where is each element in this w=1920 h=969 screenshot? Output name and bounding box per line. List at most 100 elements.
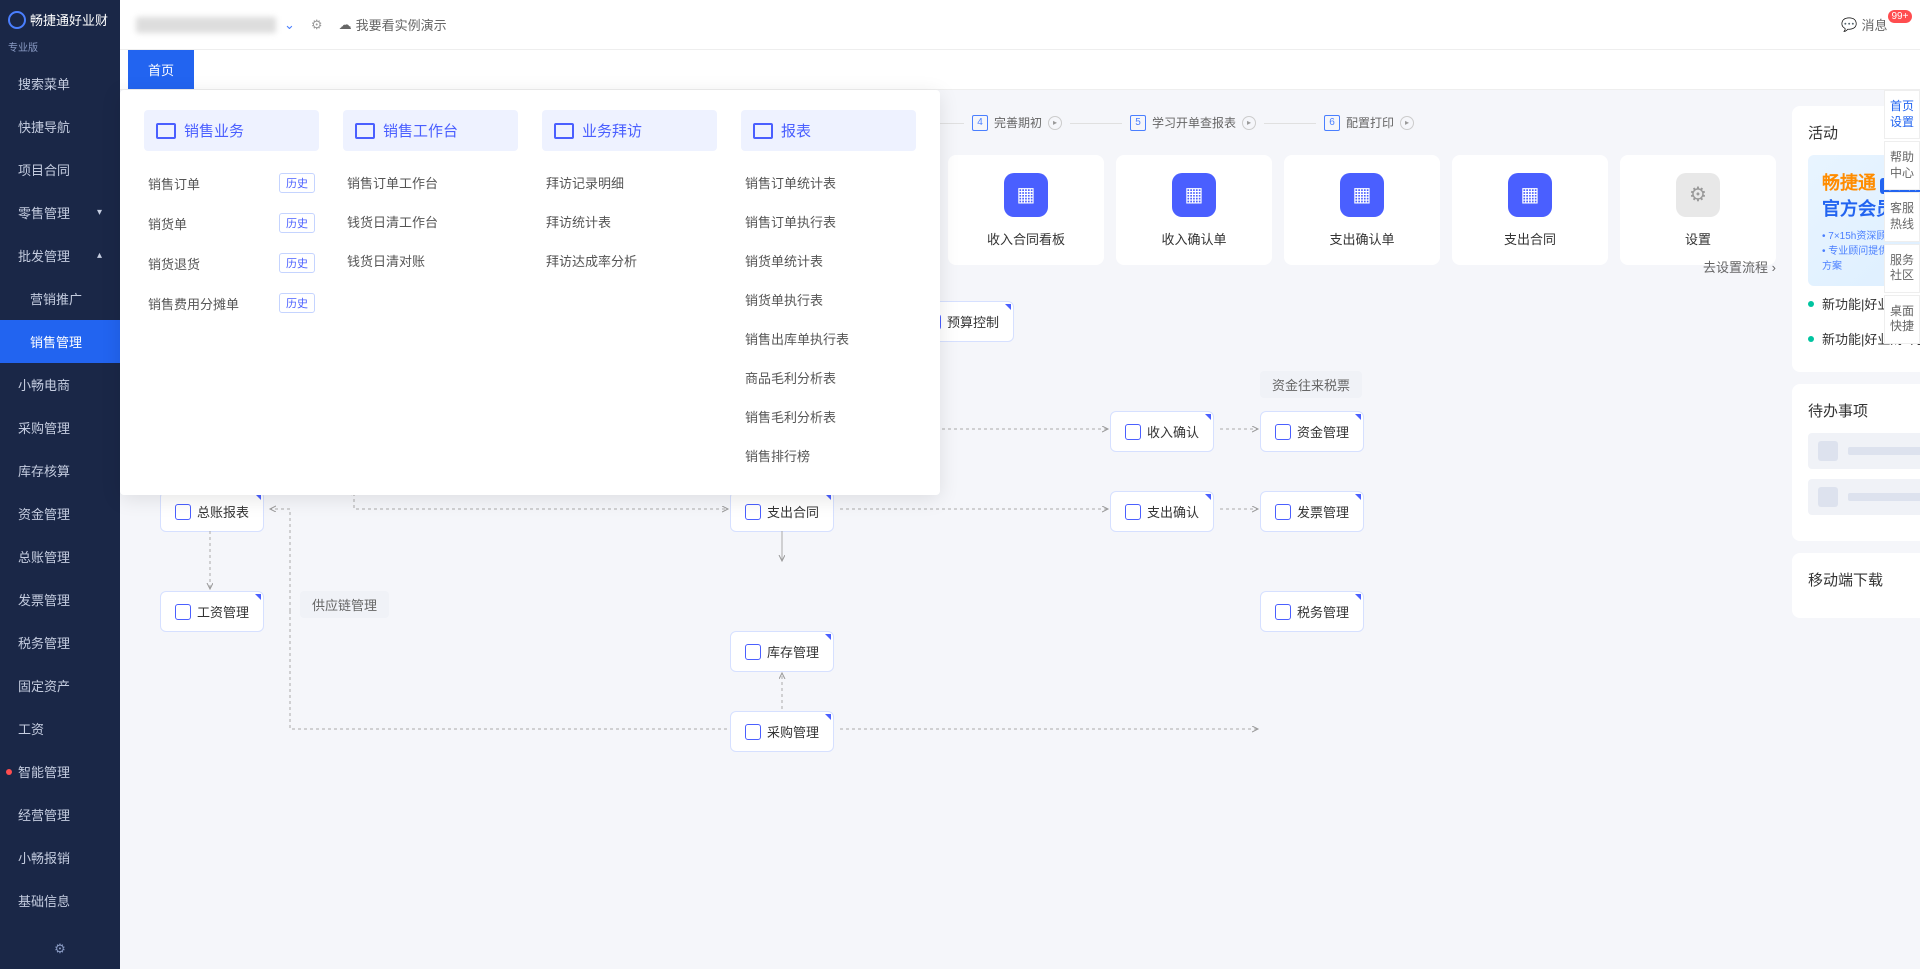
card-icon: ⚙ xyxy=(1676,173,1720,217)
rail-item[interactable]: 桌面快捷 xyxy=(1884,295,1920,344)
mega-menu-item[interactable]: 销售订单执行表 xyxy=(741,202,916,241)
flow-node-label: 税务管理 xyxy=(1297,602,1349,621)
org-selector[interactable]: ⌄ xyxy=(136,17,295,33)
mega-menu-item[interactable]: 销售订单历史 xyxy=(144,163,319,203)
mega-header: 销售工作台 xyxy=(343,110,518,151)
sidebar-item[interactable]: 批发管理▴ xyxy=(0,234,120,277)
settings-icon[interactable]: ⚙ xyxy=(0,929,120,969)
mobile-panel: 移动端下载 xyxy=(1792,553,1920,618)
sidebar-item[interactable]: 搜索菜单 xyxy=(0,62,120,105)
history-badge[interactable]: 历史 xyxy=(279,293,315,313)
flow-node-invoice[interactable]: 发票管理 xyxy=(1260,491,1364,532)
flow-node-fund[interactable]: 资金管理 xyxy=(1260,411,1364,452)
quick-card[interactable]: ▦支出确认单 xyxy=(1284,155,1440,265)
mega-menu-item[interactable]: 钱货日清对账 xyxy=(343,241,518,280)
mega-menu-item[interactable]: 商品毛利分析表 xyxy=(741,358,916,397)
sidebar-item[interactable]: 智能管理 xyxy=(0,750,120,793)
group-supply: 供应链管理 xyxy=(300,591,389,618)
gear-icon[interactable]: ⚙ xyxy=(311,17,323,33)
mega-menu-item[interactable]: 钱货日清工作台 xyxy=(343,202,518,241)
sidebar-item[interactable]: 经营管理 xyxy=(0,793,120,836)
sidebar-menu: 搜索菜单快捷导航项目合同零售管理▾批发管理▴营销推广销售管理小畅电商采购管理库存… xyxy=(0,62,120,929)
flow-node-ledger[interactable]: 总账报表 xyxy=(160,491,264,532)
doc-icon xyxy=(1275,504,1291,520)
card-label: 收入合同看板 xyxy=(987,229,1065,248)
flow-node-income-confirm[interactable]: 收入确认 xyxy=(1110,411,1214,452)
flow-node-label: 工资管理 xyxy=(197,602,249,621)
sidebar-item[interactable]: 零售管理▾ xyxy=(0,191,120,234)
sidebar-item[interactable]: 营销推广 xyxy=(0,277,120,320)
sidebar-item[interactable]: 项目合同 xyxy=(0,148,120,191)
tab-bar: 首页 ⛶ xyxy=(120,50,1920,90)
quick-card[interactable]: ▦支出合同 xyxy=(1452,155,1608,265)
flow-node-salary[interactable]: 工资管理 xyxy=(160,591,264,632)
doc-icon xyxy=(745,724,761,740)
flow-node-inventory[interactable]: 库存管理 xyxy=(730,631,834,672)
flow-node-label: 库存管理 xyxy=(767,642,819,661)
rail-item[interactable]: 客服热线 xyxy=(1884,192,1920,241)
rail-item[interactable]: 首页设置 xyxy=(1884,90,1920,139)
sidebar-item[interactable]: 快捷导航 xyxy=(0,105,120,148)
sidebar-item[interactable]: 销售管理 xyxy=(0,320,120,363)
step-item[interactable]: 4完善期初▸ xyxy=(972,114,1062,131)
history-badge[interactable]: 历史 xyxy=(279,173,315,193)
card-label: 支出合同 xyxy=(1504,229,1556,248)
mega-menu-item[interactable]: 销货单统计表 xyxy=(741,241,916,280)
sidebar-item[interactable]: 基础信息 xyxy=(0,879,120,922)
mega-menu-item[interactable]: 销售费用分摊单历史 xyxy=(144,283,319,323)
demo-link[interactable]: ☁ 我要看实例演示 xyxy=(339,15,447,34)
mega-menu-item[interactable]: 销货单历史 xyxy=(144,203,319,243)
mega-menu-item[interactable]: 拜访记录明细 xyxy=(542,163,717,202)
mega-menu-item[interactable]: 销售订单工作台 xyxy=(343,163,518,202)
sidebar-item[interactable]: 资金管理 xyxy=(0,492,120,535)
right-rail: 首页设置帮助中心客服热线服务社区桌面快捷 xyxy=(1884,90,1920,344)
logo-text: 畅捷通好业财 xyxy=(30,10,108,29)
sidebar-item[interactable]: 固定资产 xyxy=(0,664,120,707)
sidebar-item[interactable]: 发票管理 xyxy=(0,578,120,621)
flow-node-expense-contract[interactable]: 支出合同 xyxy=(730,491,834,532)
sidebar-item[interactable]: 税务管理 xyxy=(0,621,120,664)
mega-menu-item[interactable]: 拜访达成率分析 xyxy=(542,241,717,280)
doc-icon xyxy=(745,504,761,520)
step-item[interactable]: 6配置打印▸ xyxy=(1324,114,1414,131)
flow-node-purchase[interactable]: 采购管理 xyxy=(730,711,834,752)
flow-node-expense-confirm[interactable]: 支出确认 xyxy=(1110,491,1214,532)
doc-icon xyxy=(745,644,761,660)
rail-item[interactable]: 帮助中心 xyxy=(1884,141,1920,190)
sidebar-item[interactable]: 小畅电商 xyxy=(0,363,120,406)
flow-node-label: 收入确认 xyxy=(1147,422,1199,441)
step-item[interactable]: 5学习开单查报表▸ xyxy=(1130,114,1256,131)
message-link[interactable]: 💬 消息 99+ xyxy=(1841,15,1916,34)
sidebar-item[interactable]: 库存核算 xyxy=(0,449,120,492)
mega-menu-item[interactable]: 销售排行榜 xyxy=(741,436,916,475)
list-icon xyxy=(156,123,176,139)
skeleton-row xyxy=(1808,479,1920,515)
demo-link-text: 我要看实例演示 xyxy=(356,15,447,34)
card-label: 支出确认单 xyxy=(1329,229,1394,248)
group-funds: 资金往来税票 xyxy=(1260,371,1362,398)
mega-menu-item[interactable]: 销售订单统计表 xyxy=(741,163,916,202)
mega-header: 报表 xyxy=(741,110,916,151)
card-icon: ▦ xyxy=(1004,173,1048,217)
mega-menu-item[interactable]: 销货退货历史 xyxy=(144,243,319,283)
mobile-title: 移动端下载 xyxy=(1808,569,1920,590)
sidebar-item[interactable]: 小畅报销 xyxy=(0,836,120,879)
doc-icon xyxy=(1275,424,1291,440)
rail-item[interactable]: 服务社区 xyxy=(1884,244,1920,293)
tab-home[interactable]: 首页 xyxy=(128,50,194,89)
sidebar-item[interactable]: 工资 xyxy=(0,707,120,750)
sidebar-item[interactable]: 总账管理 xyxy=(0,535,120,578)
history-badge[interactable]: 历史 xyxy=(279,253,315,273)
mega-menu-item[interactable]: 销售毛利分析表 xyxy=(741,397,916,436)
quick-card[interactable]: ▦ 收入合同看板 xyxy=(948,155,1104,265)
quick-card[interactable]: ⚙设置 xyxy=(1620,155,1776,265)
flow-settings-link[interactable]: 去设置流程 › xyxy=(1703,257,1776,276)
mega-menu-item[interactable]: 销货单执行表 xyxy=(741,280,916,319)
history-badge[interactable]: 历史 xyxy=(279,213,315,233)
sidebar-item[interactable]: 采购管理 xyxy=(0,406,120,449)
flow-node-tax[interactable]: 税务管理 xyxy=(1260,591,1364,632)
quick-card[interactable]: ▦收入确认单 xyxy=(1116,155,1272,265)
mega-menu-item[interactable]: 拜访统计表 xyxy=(542,202,717,241)
mega-menu-item[interactable]: 销售出库单执行表 xyxy=(741,319,916,358)
logo-icon xyxy=(8,11,26,29)
